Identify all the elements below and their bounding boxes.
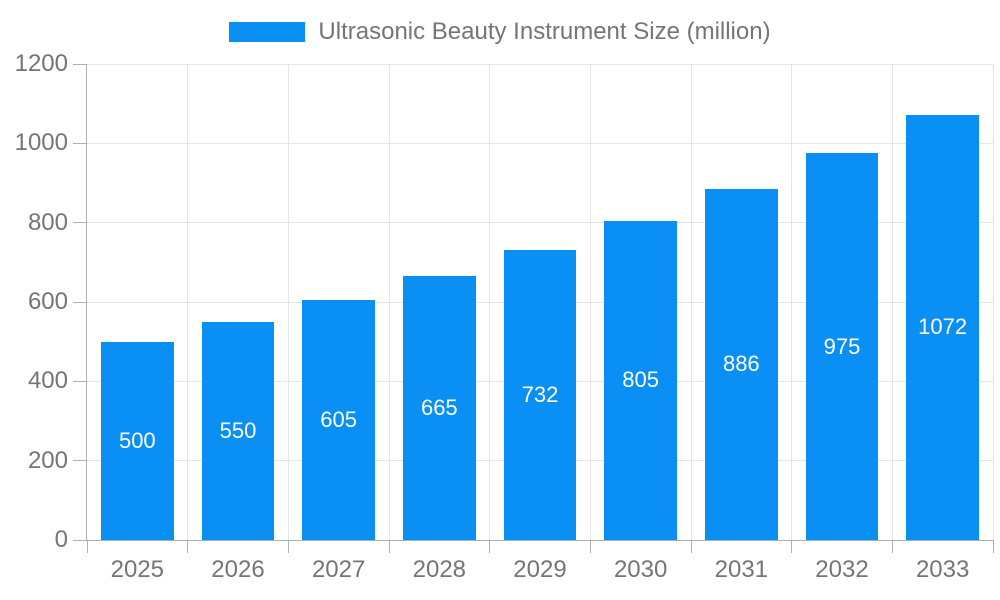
y-axis-label: 200 <box>27 446 68 474</box>
y-axis-label: 800 <box>27 208 68 236</box>
bar-value-label: 805 <box>622 367 660 393</box>
gridline-vertical <box>187 64 189 540</box>
legend[interactable]: Ultrasonic Beauty Instrument Size (milli… <box>0 18 1000 46</box>
bar-2030[interactable]: 805 <box>604 220 677 540</box>
x-axis-tick <box>388 540 390 553</box>
gridline-vertical <box>791 64 793 540</box>
bar-value-label: 975 <box>823 333 861 359</box>
bar-value-label: 1072 <box>918 314 968 340</box>
x-axis-tick <box>489 540 491 553</box>
x-axis-tick <box>187 540 189 553</box>
y-axis-tick <box>73 460 87 462</box>
gridline-vertical <box>287 64 289 540</box>
bar-2031[interactable]: 886 <box>705 188 778 540</box>
bar-value-label: 605 <box>320 407 358 432</box>
x-axis-label: 2027 <box>311 556 366 583</box>
x-axis-label: 2025 <box>110 556 165 583</box>
y-axis-tick <box>73 380 87 382</box>
x-axis-tick <box>86 540 88 553</box>
y-axis-label: 1200 <box>14 50 68 77</box>
x-axis-tick <box>589 540 591 553</box>
x-axis-tick <box>791 540 793 553</box>
gridline-vertical <box>891 64 893 540</box>
bar-2026[interactable]: 550 <box>201 321 275 540</box>
gridline-horizontal <box>87 63 993 65</box>
x-axis-label: 2033 <box>915 556 970 583</box>
x-axis-label: 2032 <box>815 556 869 583</box>
gridline-vertical <box>388 64 390 540</box>
bar-value-label: 550 <box>219 417 257 443</box>
y-axis-tick <box>73 222 87 224</box>
bar-2027[interactable]: 605 <box>302 300 375 540</box>
y-axis-line <box>86 64 87 540</box>
gridline-vertical <box>690 64 692 540</box>
x-axis-label: 2030 <box>613 556 668 583</box>
bar-2029[interactable]: 732 <box>503 249 577 540</box>
x-axis-line <box>86 540 993 541</box>
bar-value-label: 886 <box>722 351 760 377</box>
gridline-vertical <box>589 64 591 540</box>
x-axis-label: 2031 <box>714 556 769 583</box>
y-axis-tick <box>73 63 87 65</box>
x-axis-tick <box>891 540 893 553</box>
gridline-horizontal <box>87 222 993 224</box>
bar-2025[interactable]: 500 <box>101 341 174 540</box>
y-axis-label: 0 <box>54 526 68 553</box>
gridline-vertical <box>992 64 994 540</box>
y-axis-label: 600 <box>27 288 68 315</box>
bar-value-label: 732 <box>521 381 559 407</box>
bar-2033[interactable]: 1072 <box>906 114 979 540</box>
bar-value-label: 665 <box>420 395 458 421</box>
bar-2028[interactable]: 665 <box>403 276 476 540</box>
x-axis-label: 2029 <box>513 556 567 583</box>
bar-value-label: 500 <box>118 427 156 453</box>
y-axis-tick <box>73 142 87 144</box>
x-axis-label: 2026 <box>211 556 265 583</box>
y-axis-tick <box>73 539 87 541</box>
y-axis-tick <box>73 301 87 303</box>
y-axis-label: 400 <box>27 367 68 395</box>
x-axis-tick <box>992 540 994 553</box>
gridline-vertical <box>489 64 491 540</box>
x-axis-tick <box>690 540 692 553</box>
x-axis-label: 2028 <box>412 556 467 583</box>
bar-2032[interactable]: 975 <box>805 153 879 540</box>
legend-swatch <box>229 22 306 42</box>
y-axis-label: 1000 <box>14 129 68 157</box>
gridline-horizontal <box>87 142 993 144</box>
x-axis-tick <box>287 540 289 553</box>
legend-label: Ultrasonic Beauty Instrument Size (milli… <box>318 18 771 45</box>
